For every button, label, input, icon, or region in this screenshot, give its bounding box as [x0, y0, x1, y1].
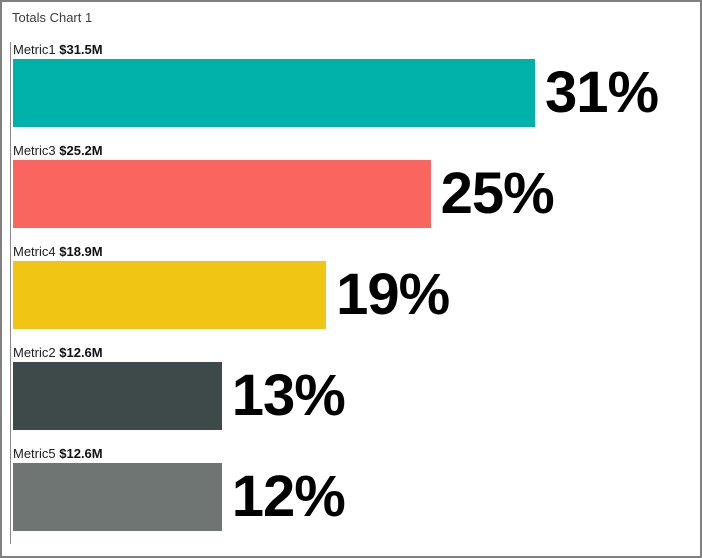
bar-group: Metric1 $31.5M 31%: [13, 42, 698, 127]
bar-label: Metric3 $25.2M: [13, 143, 698, 158]
bar-group: Metric4 $18.9M 19%: [13, 244, 698, 329]
metric-name: Metric3: [13, 143, 56, 158]
metric-value: $12.6M: [59, 446, 103, 461]
bar-row: 19%: [13, 261, 698, 329]
bar: [13, 160, 431, 228]
bar-row: 25%: [13, 160, 698, 228]
percent-label: 31%: [544, 60, 659, 125]
metric-name: Metric4: [13, 244, 56, 259]
percent-label: 19%: [336, 262, 450, 327]
bar-label: Metric2 $12.6M: [13, 345, 698, 360]
bar-group: Metric3 $25.2M 25%: [13, 143, 698, 228]
bar: [13, 362, 222, 430]
metric-name: Metric5: [13, 446, 56, 461]
bar-label: Metric4 $18.9M: [13, 244, 698, 259]
bar-group: Metric5 $12.6M 12%: [13, 446, 698, 531]
bar: [13, 261, 327, 329]
metric-name: Metric2: [13, 345, 56, 360]
bar-row: 12%: [13, 463, 698, 531]
bar-label: Metric5 $12.6M: [13, 446, 698, 461]
metric-value: $31.5M: [59, 42, 103, 57]
metric-value: $18.9M: [59, 244, 103, 259]
chart-plot-area: Metric1 $31.5M 31% Metric3 $25.2M 25% Metric…: [10, 42, 698, 544]
bar-label: Metric1 $31.5M: [13, 42, 698, 57]
percent-label: 25%: [440, 161, 555, 226]
metric-name: Metric1: [13, 42, 56, 57]
metric-value: $12.6M: [59, 345, 103, 360]
bar-row: 31%: [13, 59, 698, 127]
bar-group: Metric2 $12.6M 13%: [13, 345, 698, 430]
metric-value: $25.2M: [59, 143, 103, 158]
bar-row: 13%: [13, 362, 698, 430]
chart-title: Totals Chart 1: [12, 10, 93, 25]
percent-label: 12%: [231, 464, 346, 529]
bar-series: Metric1 $31.5M 31% Metric3 $25.2M 25% Metric…: [13, 42, 698, 531]
bar: [13, 59, 535, 127]
percent-label: 13%: [231, 363, 346, 428]
bar: [13, 463, 222, 531]
